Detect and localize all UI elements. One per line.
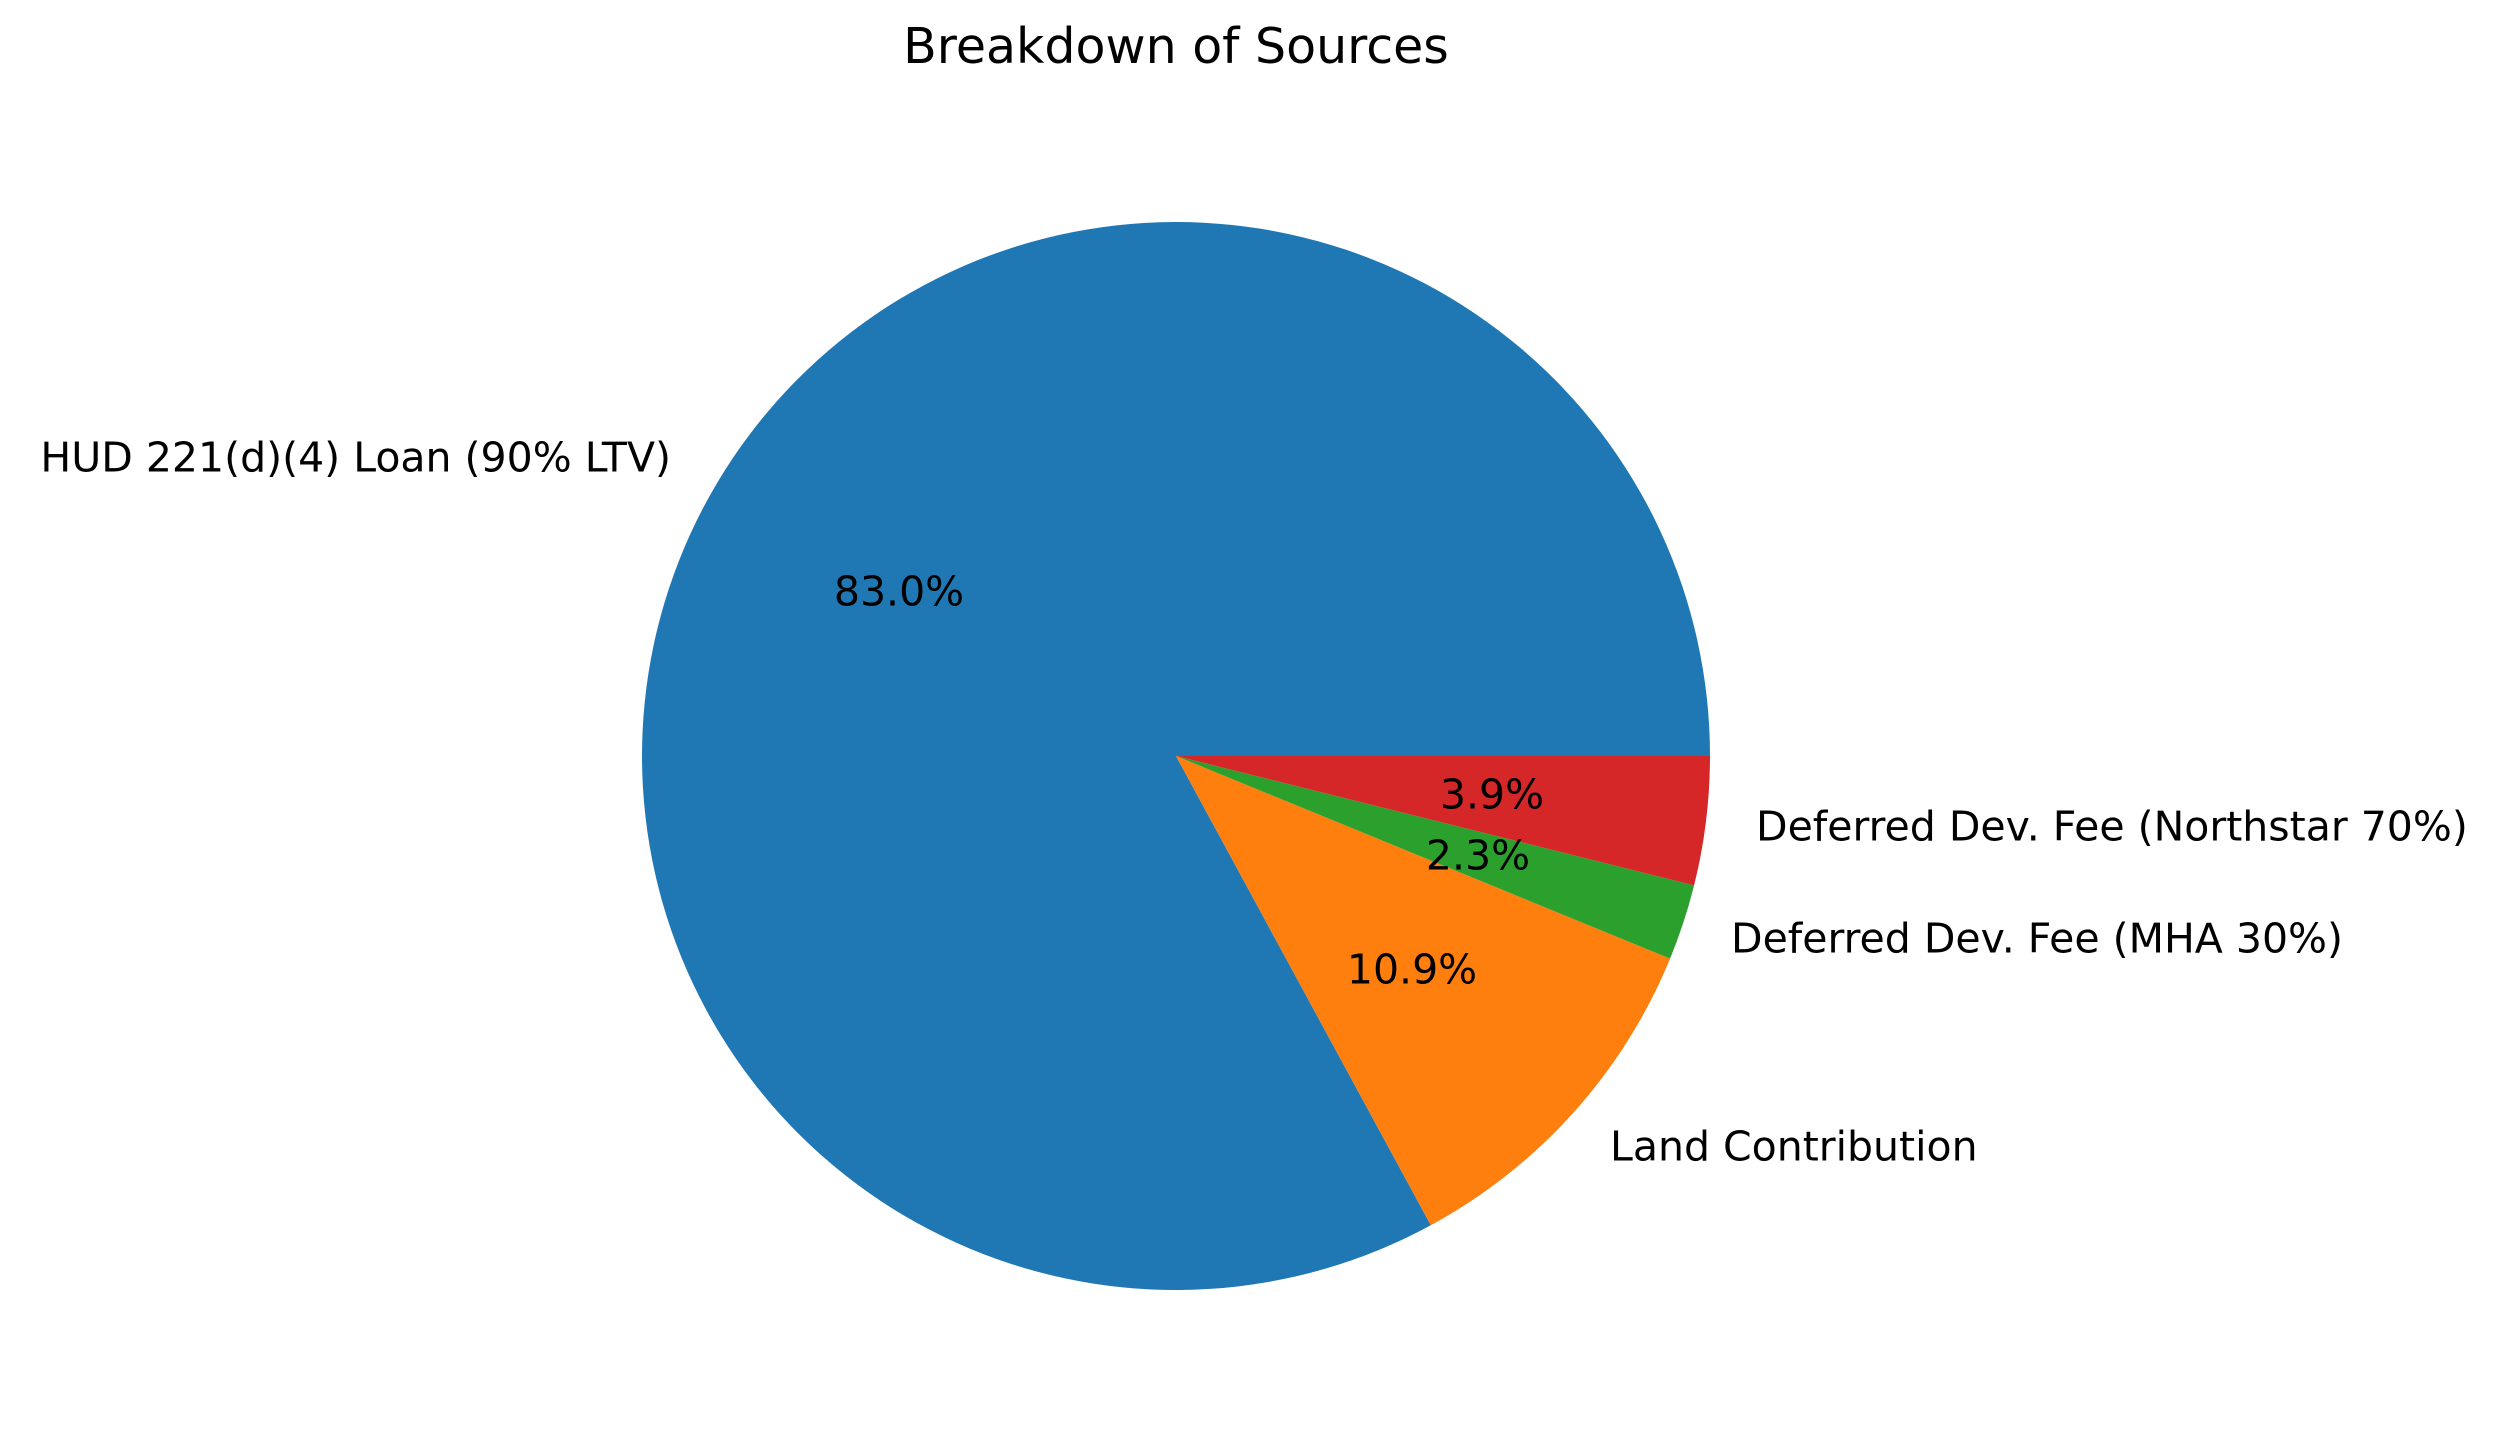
slice-label-land-contribution: Land Contribution bbox=[1610, 1122, 1978, 1171]
slice-label-mha-fee: Deferred Dev. Fee (MHA 30%) bbox=[1731, 914, 2343, 963]
slice-label-northstar-fee: Deferred Dev. Fee (Northstar 70%) bbox=[1756, 802, 2468, 851]
chart-title: Breakdown of Sources bbox=[903, 18, 1449, 75]
pie-slice-land-contribution bbox=[1176, 756, 1671, 1226]
slice-label-hud-loan: HUD 221(d)(4) Loan (90% LTV) bbox=[40, 433, 671, 482]
pie-slice-hud-loan bbox=[642, 222, 1710, 1291]
pie-slice-northstar-fee bbox=[1176, 756, 1710, 886]
pie-slice-mha-fee bbox=[1176, 756, 1695, 959]
pct-label-northstar-fee: 3.9% bbox=[1439, 770, 1545, 819]
pct-label-land-contribution: 10.9% bbox=[1346, 945, 1478, 994]
pct-label-hud-loan: 83.0% bbox=[833, 567, 965, 616]
pct-label-mha-fee: 2.3% bbox=[1425, 831, 1531, 880]
